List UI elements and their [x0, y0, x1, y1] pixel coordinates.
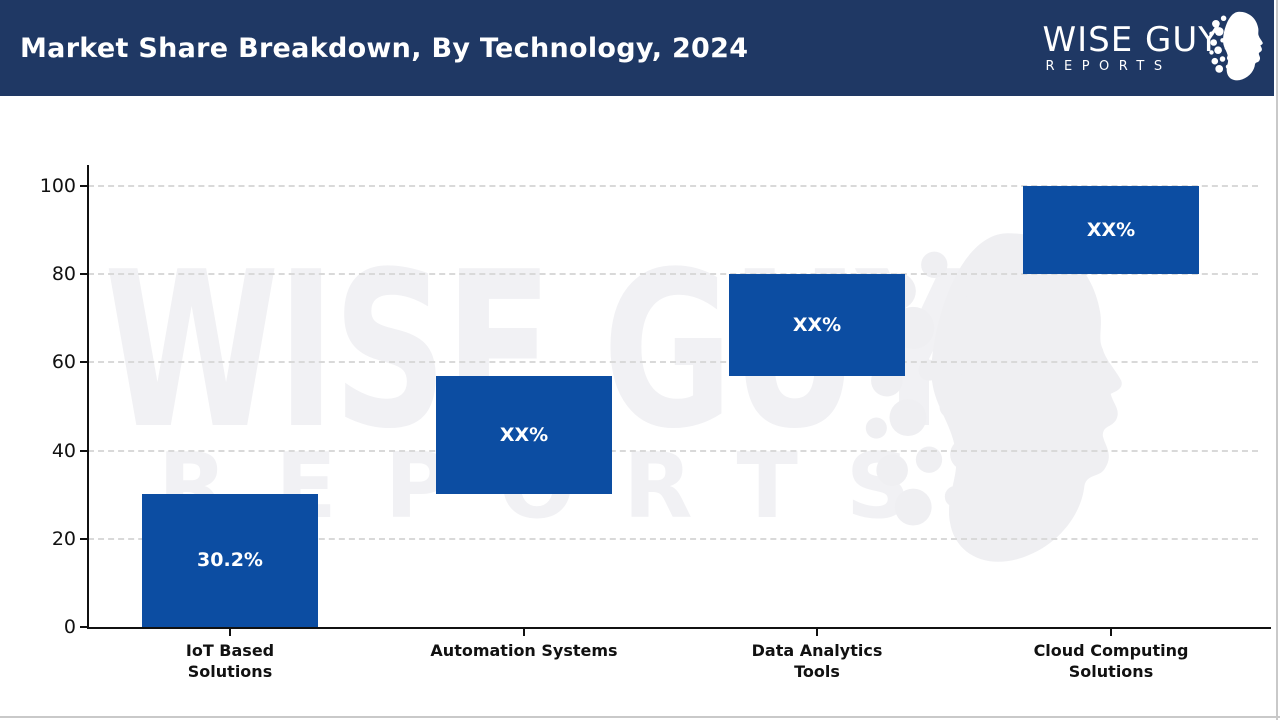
y-tick-mark — [80, 626, 87, 628]
frame-right-border — [1276, 0, 1278, 720]
bar-value-label: XX% — [1086, 219, 1136, 242]
watermark-face-icon — [865, 233, 1122, 562]
x-tick-mark — [523, 629, 525, 636]
y-tick-mark — [80, 361, 87, 364]
bar-value-label: XX% — [499, 423, 549, 446]
frame-bottom-border — [0, 716, 1280, 718]
y-tick-mark — [80, 273, 87, 276]
bar-value-label: 30.2% — [197, 549, 263, 572]
bar: XX% — [1023, 186, 1199, 275]
y-tick-label: 100 — [39, 175, 76, 197]
x-category-label: Cloud Computing Solutions — [1033, 641, 1189, 681]
y-tick-label: 80 — [51, 263, 76, 286]
header-bar: Market Share Breakdown, By Technology, 2… — [0, 0, 1274, 96]
bar-value-label: XX% — [792, 313, 842, 336]
y-tick-label: 60 — [51, 351, 76, 374]
bar: XX% — [729, 274, 905, 376]
y-tick-mark — [80, 185, 87, 187]
y-axis-line — [87, 165, 89, 629]
bar: XX% — [436, 375, 612, 494]
x-category-label: Data Analytics Tools — [751, 641, 883, 681]
grid-line — [88, 537, 1258, 540]
x-axis-line — [87, 627, 1271, 629]
y-tick-mark — [80, 537, 87, 540]
chart-title: Market Share Breakdown, By Technology, 2… — [20, 32, 749, 64]
grid-line — [88, 449, 1258, 452]
x-category-label: IoT Based Solutions — [185, 641, 275, 681]
logo-reports-label: REPORTS — [1045, 59, 1172, 74]
logo-face-icon — [1209, 11, 1263, 81]
grid-line — [88, 273, 1258, 276]
grid-line — [88, 185, 1258, 187]
x-tick-mark — [229, 629, 231, 636]
y-tick-mark — [80, 449, 87, 452]
y-tick-label: 0 — [63, 616, 76, 638]
x-tick-mark — [816, 629, 818, 636]
wiseguy-logo-text: WISE GUY REPORTS — [1042, 23, 1220, 73]
x-tick-mark — [1110, 629, 1112, 636]
logo-wiseguy-label: WISE GUY — [1042, 20, 1220, 60]
wiseguy-logo: WISE GUY REPORTS — [1042, 0, 1272, 96]
x-category-label: Automation Systems — [430, 641, 618, 660]
y-tick-label: 20 — [51, 527, 76, 550]
y-tick-label: 40 — [51, 439, 76, 462]
grid-line — [88, 361, 1258, 364]
bar: 30.2% — [142, 493, 318, 627]
